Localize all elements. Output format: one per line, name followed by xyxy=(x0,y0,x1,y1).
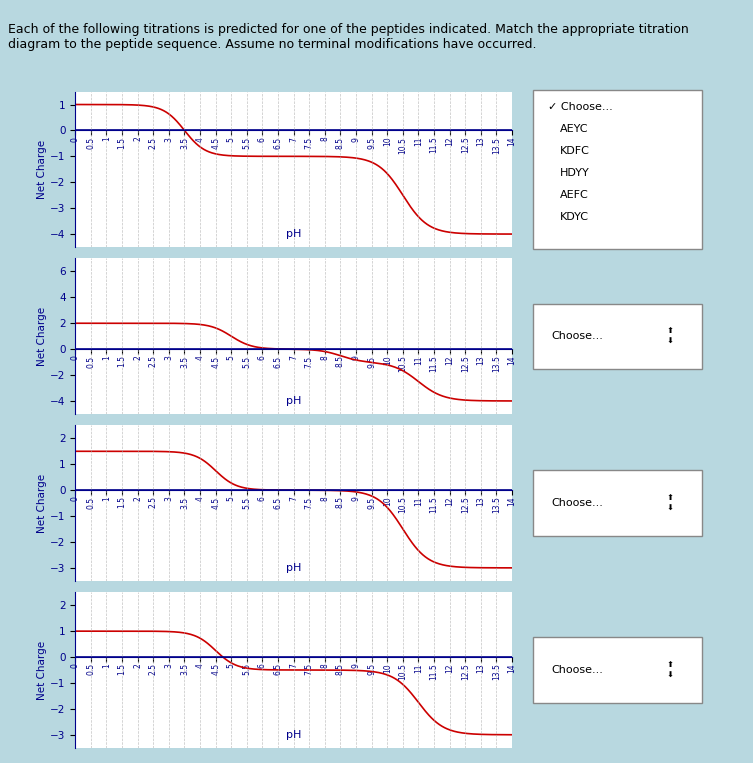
Text: pH: pH xyxy=(286,229,301,240)
Text: ⬆
⬇: ⬆ ⬇ xyxy=(667,327,674,346)
Text: pH: pH xyxy=(286,396,301,406)
Text: HDYY: HDYY xyxy=(559,168,590,179)
Text: ✓ Choose...: ✓ Choose... xyxy=(548,102,613,112)
Text: pH: pH xyxy=(286,563,301,573)
FancyBboxPatch shape xyxy=(533,471,702,536)
Y-axis label: Net Charge: Net Charge xyxy=(38,640,47,700)
Text: KDFC: KDFC xyxy=(559,146,590,156)
FancyBboxPatch shape xyxy=(533,304,702,369)
Text: AEYC: AEYC xyxy=(559,124,588,134)
Text: pH: pH xyxy=(286,730,301,740)
Y-axis label: Net Charge: Net Charge xyxy=(38,140,47,199)
Text: Choose...: Choose... xyxy=(551,665,603,675)
FancyBboxPatch shape xyxy=(533,90,702,249)
Text: ⬆
⬇: ⬆ ⬇ xyxy=(667,660,674,680)
Text: Each of the following titrations is predicted for one of the peptides indicated.: Each of the following titrations is pred… xyxy=(8,23,688,51)
Text: KDYC: KDYC xyxy=(559,212,589,222)
Y-axis label: Net Charge: Net Charge xyxy=(38,307,47,365)
Text: Choose...: Choose... xyxy=(551,331,603,341)
Text: ⬆
⬇: ⬆ ⬇ xyxy=(667,494,674,513)
FancyBboxPatch shape xyxy=(533,637,702,703)
Text: Choose...: Choose... xyxy=(551,498,603,508)
Y-axis label: Net Charge: Net Charge xyxy=(38,474,47,533)
Text: AEFC: AEFC xyxy=(559,190,588,200)
